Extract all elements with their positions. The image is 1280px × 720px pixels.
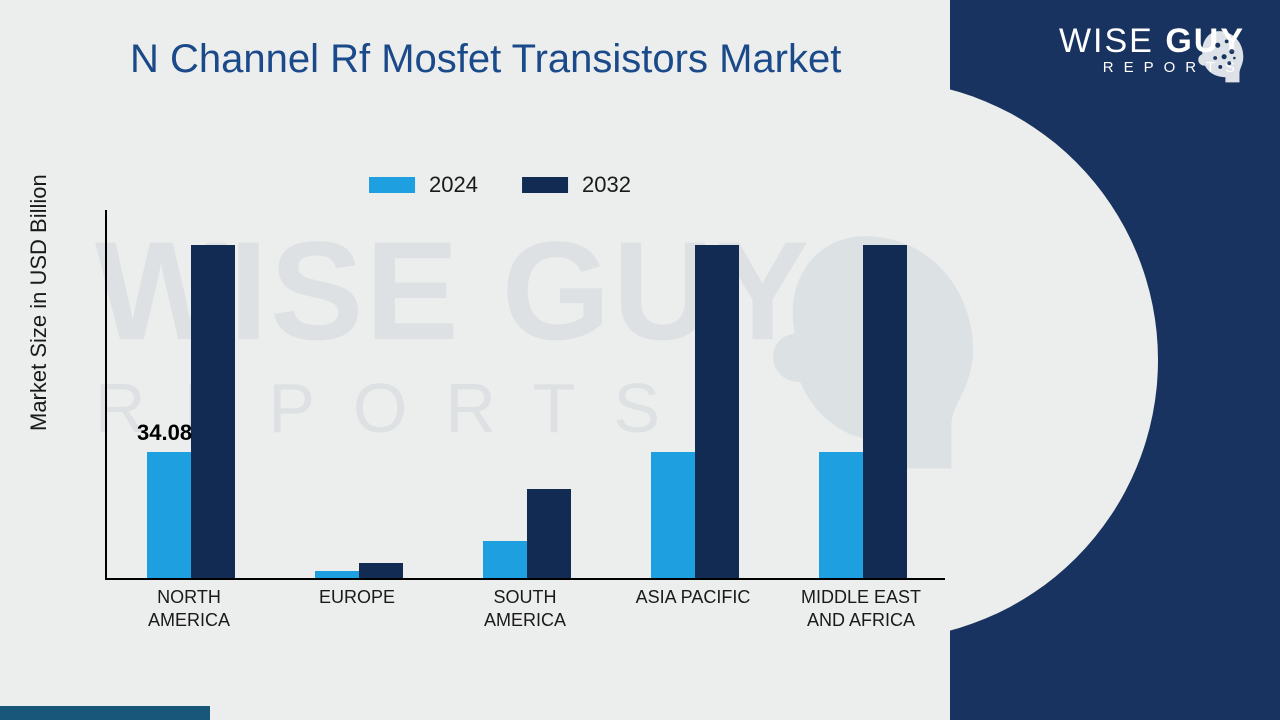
bar-2032 xyxy=(695,245,739,578)
legend-swatch-2024 xyxy=(369,177,415,193)
bar-2032 xyxy=(191,245,235,578)
bar-value-label: 34.08 xyxy=(137,420,192,446)
bar-2024 xyxy=(483,541,527,578)
brand-panel: WISE GUY REPORTS xyxy=(950,0,1280,720)
plot-area: 34.08 xyxy=(105,210,945,580)
bar-group xyxy=(651,245,743,578)
category-label: NORTH AMERICA xyxy=(119,586,259,631)
bar-2032 xyxy=(527,489,571,578)
y-axis-label: Market Size in USD Billion xyxy=(26,174,52,431)
bar-group xyxy=(315,563,407,578)
bottom-accent-bar xyxy=(0,706,210,720)
chart-title: N Channel Rf Mosfet Transistors Market xyxy=(130,36,850,82)
bar-2032 xyxy=(359,563,403,578)
bar-2024 xyxy=(147,452,191,578)
bar-2024 xyxy=(819,452,863,578)
legend-item-2032: 2032 xyxy=(522,172,631,198)
bar-group xyxy=(819,245,911,578)
bar-2024 xyxy=(315,571,359,578)
legend: 2024 2032 xyxy=(369,172,631,198)
legend-swatch-2032 xyxy=(522,177,568,193)
bar-group xyxy=(147,245,239,578)
legend-label-2024: 2024 xyxy=(429,172,478,198)
brand-logo: WISE GUY REPORTS xyxy=(985,22,1245,76)
legend-item-2024: 2024 xyxy=(369,172,478,198)
page-root: WISE GUY REPORTS N Channel Rf Mosfet Tra… xyxy=(0,0,1280,720)
category-label: EUROPE xyxy=(287,586,427,609)
bar-group xyxy=(483,489,575,578)
brand-word-wise: WISE xyxy=(1059,22,1154,60)
bar-2024 xyxy=(651,452,695,578)
bar-2032 xyxy=(863,245,907,578)
brand-head-icon xyxy=(1187,26,1251,90)
chart-area: Market Size in USD Billion 2024 2032 34.… xyxy=(35,150,965,690)
category-label: SOUTH AMERICA xyxy=(455,586,595,631)
legend-label-2032: 2032 xyxy=(582,172,631,198)
category-label: MIDDLE EAST AND AFRICA xyxy=(791,586,931,631)
category-label: ASIA PACIFIC xyxy=(623,586,763,609)
